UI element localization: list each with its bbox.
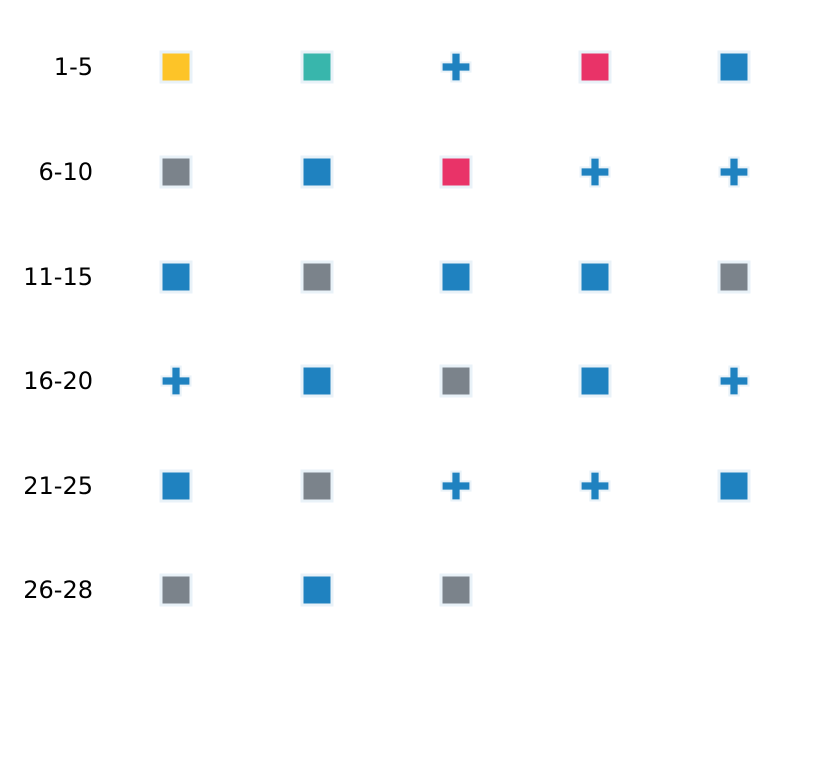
legend: Code EditView FileInput EvalBest EditLis…	[0, 660, 818, 769]
grid-marker-code-edit	[300, 573, 334, 607]
grid-marker-input-eval	[578, 50, 612, 84]
grid-marker-revert-changes	[439, 364, 473, 398]
grid-marker-revert-changes	[439, 573, 473, 607]
grid-marker-code-edit	[300, 155, 334, 189]
grid-marker-best-edit	[160, 365, 193, 398]
grid-marker-best-edit	[718, 156, 751, 189]
grid-marker-code-edit	[300, 364, 334, 398]
row-label-1-5: 1-5	[53, 53, 93, 81]
grid-marker-revert-changes	[717, 260, 751, 294]
input-eval-square-icon	[578, 50, 612, 84]
grid-marker-list-files	[159, 50, 193, 84]
revert-changes-square-icon	[439, 364, 473, 398]
code-edit-square-icon	[300, 155, 334, 189]
grid-marker-revert-changes	[300, 469, 334, 503]
plot-area: 1-5 6-10 11-15 16-20 21-25 26-28	[23, 50, 751, 607]
revert-changes-square-icon	[300, 260, 334, 294]
grid-marker-code-edit	[578, 364, 612, 398]
revert-changes-square-icon	[300, 469, 334, 503]
row-label-21-25: 21-25	[23, 472, 93, 500]
code-edit-square-icon	[300, 573, 334, 607]
grid-marker-best-edit	[579, 470, 612, 503]
grid-marker-best-edit	[440, 51, 473, 84]
grid-marker-code-edit	[159, 260, 193, 294]
row-label-26-28: 26-28	[23, 576, 93, 604]
code-edit-square-icon	[300, 364, 334, 398]
revert-changes-square-icon	[717, 260, 751, 294]
grid-marker-code-edit	[717, 50, 751, 84]
code-edit-square-icon	[159, 469, 193, 503]
code-edit-square-icon	[717, 469, 751, 503]
grid-marker-code-edit	[578, 260, 612, 294]
grid-marker-view-file	[300, 50, 334, 84]
grid-marker-input-eval	[439, 155, 473, 189]
view-file-square-icon	[300, 50, 334, 84]
row-label-16-20: 16-20	[23, 367, 93, 395]
revert-changes-square-icon	[159, 155, 193, 189]
grid-marker-best-edit	[440, 470, 473, 503]
revert-changes-square-icon	[439, 573, 473, 607]
code-edit-square-icon	[717, 50, 751, 84]
grid-marker-revert-changes	[159, 573, 193, 607]
grid-marker-revert-changes	[300, 260, 334, 294]
code-edit-square-icon	[439, 260, 473, 294]
grid-marker-best-edit	[718, 365, 751, 398]
grid-marker-revert-changes	[159, 155, 193, 189]
grid-marker-best-edit	[579, 156, 612, 189]
code-edit-square-icon	[578, 260, 612, 294]
code-edit-square-icon	[159, 260, 193, 294]
list-files-square-icon	[159, 50, 193, 84]
grid-marker-code-edit	[717, 469, 751, 503]
code-edit-square-icon	[578, 364, 612, 398]
grid-marker-code-edit	[159, 469, 193, 503]
row-label-11-15: 11-15	[23, 263, 93, 291]
input-eval-square-icon	[439, 155, 473, 189]
revert-changes-square-icon	[159, 573, 193, 607]
row-label-6-10: 6-10	[38, 158, 93, 186]
grid-marker-code-edit	[439, 260, 473, 294]
